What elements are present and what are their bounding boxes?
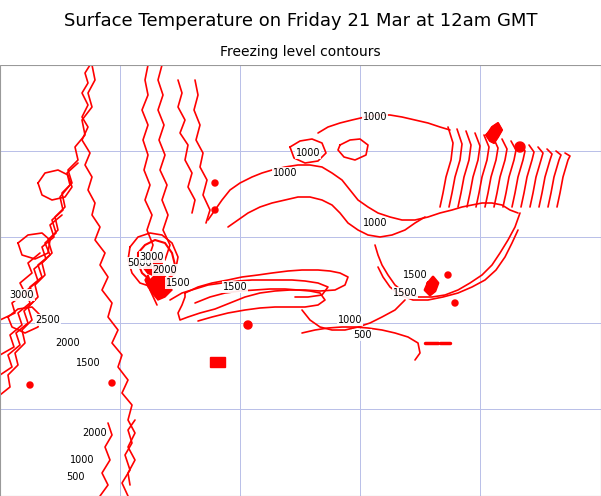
Polygon shape [452,300,458,306]
Text: 2000: 2000 [56,338,81,348]
Polygon shape [244,321,252,329]
Polygon shape [27,382,33,388]
Text: Freezing level contours: Freezing level contours [220,45,381,59]
Polygon shape [145,273,172,300]
Polygon shape [486,123,502,143]
Text: 500: 500 [66,472,84,482]
Text: 1000: 1000 [296,148,320,158]
Bar [210,357,225,367]
Polygon shape [109,380,115,386]
Polygon shape [425,277,438,295]
Text: 1000: 1000 [273,168,297,178]
Polygon shape [212,207,218,213]
Polygon shape [212,180,218,186]
Text: 1500: 1500 [223,282,248,292]
Text: 2000: 2000 [153,265,177,275]
Text: Surface Temperature on Friday 21 Mar at 12am GMT: Surface Temperature on Friday 21 Mar at … [64,12,537,30]
Text: 1500: 1500 [392,288,417,298]
Polygon shape [445,272,451,278]
Text: 1000: 1000 [363,218,387,228]
Text: 2000: 2000 [83,428,108,438]
Text: 1000: 1000 [363,112,387,122]
Text: 1500: 1500 [166,278,191,288]
Text: 1000: 1000 [338,315,362,325]
Text: 1500: 1500 [76,358,100,368]
Text: 1500: 1500 [403,270,427,280]
Text: 3000: 3000 [140,252,164,262]
Text: 500: 500 [353,330,371,340]
Polygon shape [144,257,162,275]
Text: 2500: 2500 [35,315,60,325]
Polygon shape [515,142,525,152]
Text: 3000: 3000 [10,290,34,300]
Text: 5000: 5000 [127,258,152,268]
Text: 1000: 1000 [70,455,94,465]
